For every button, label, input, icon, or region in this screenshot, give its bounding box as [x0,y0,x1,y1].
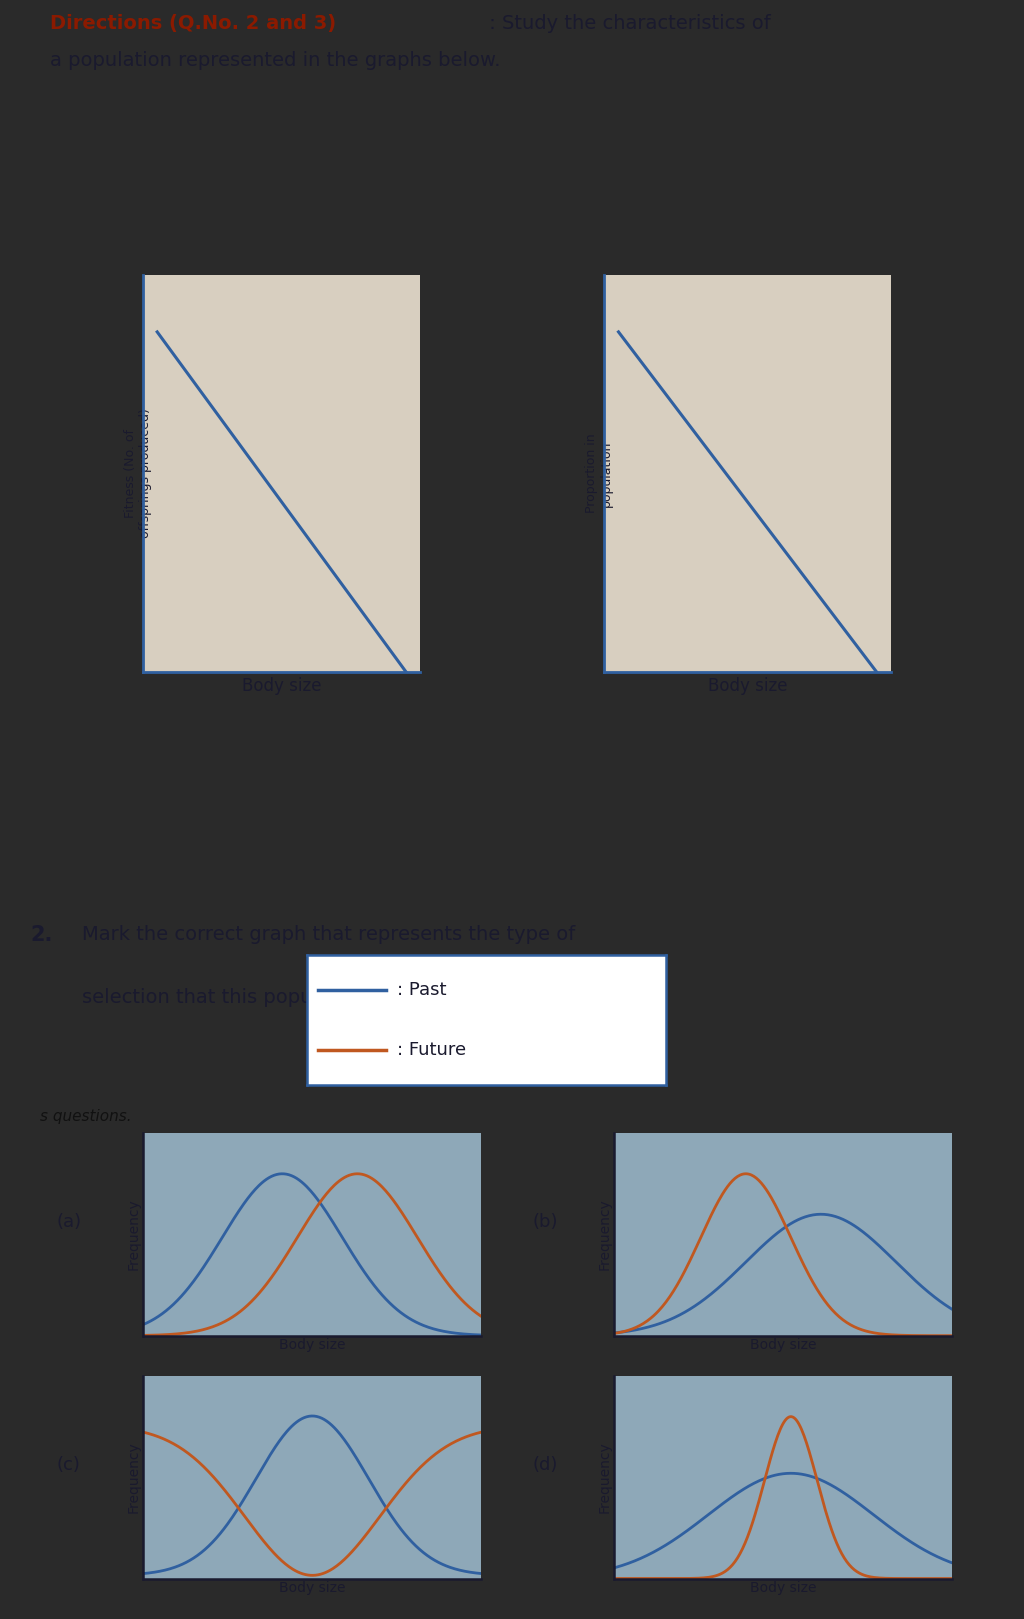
X-axis label: Body size: Body size [280,1582,345,1595]
X-axis label: Body size: Body size [242,677,322,696]
Y-axis label: Frequency: Frequency [598,1198,611,1271]
Text: Directions (Q.No. 2 and 3): Directions (Q.No. 2 and 3) [50,15,336,32]
X-axis label: Body size: Body size [280,1339,345,1352]
Y-axis label: Fitness (No. of
offsprings produced): Fitness (No. of offsprings produced) [124,408,152,539]
X-axis label: Body size: Body size [751,1339,816,1352]
Y-axis label: Frequency: Frequency [127,1441,140,1514]
Y-axis label: Frequency: Frequency [598,1441,611,1514]
Text: (c): (c) [56,1455,80,1475]
Text: (b): (b) [532,1213,558,1232]
Text: a population represented in the graphs below.: a population represented in the graphs b… [50,50,501,70]
Text: : Study the characteristics of: : Study the characteristics of [483,15,771,32]
Y-axis label: Proportion in
population: Proportion in population [585,434,612,513]
Text: selection that this population is likely to undergo.: selection that this population is likely… [82,988,564,1007]
Text: s questions.: s questions. [40,1109,132,1124]
Text: : Past: : Past [396,981,446,999]
Text: : Future: : Future [396,1041,466,1059]
Text: 2.: 2. [31,926,53,945]
Text: Mark the correct graph that represents the type of: Mark the correct graph that represents t… [82,926,575,944]
Text: (d): (d) [532,1455,558,1475]
X-axis label: Body size: Body size [708,677,787,696]
Y-axis label: Frequency: Frequency [127,1198,140,1271]
X-axis label: Body size: Body size [751,1582,816,1595]
Text: (a): (a) [56,1213,82,1232]
